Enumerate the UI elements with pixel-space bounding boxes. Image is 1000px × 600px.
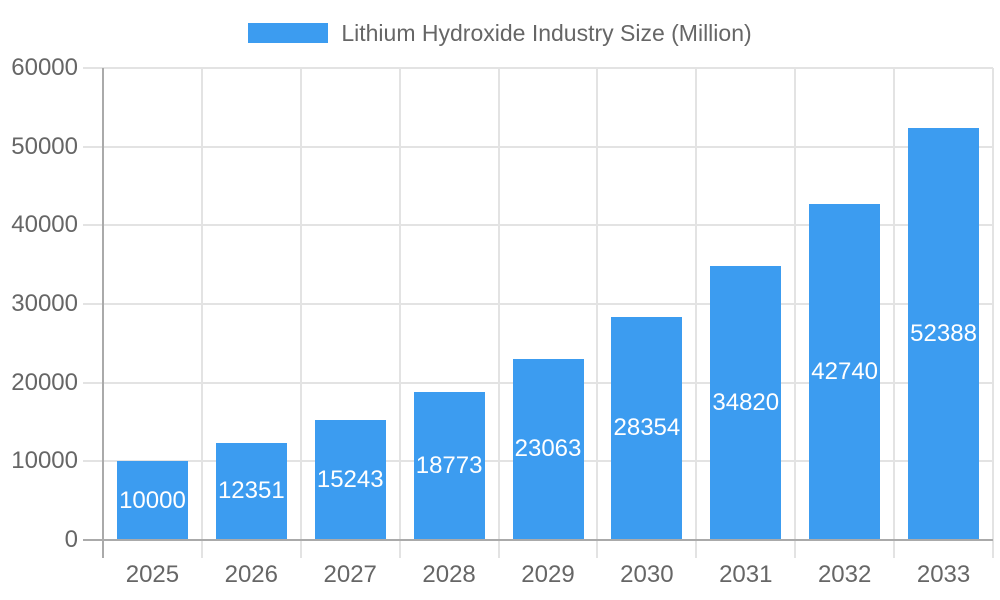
h-gridline: [83, 224, 993, 227]
x-axis-tick-label: 2026: [224, 561, 278, 588]
bar[interactable]: 15243: [314, 420, 386, 540]
x-axis-tick-label: 2032: [817, 561, 872, 588]
bar-value-label: 42740: [811, 357, 879, 385]
x-axis-tick-label: 2030: [620, 561, 674, 588]
x-axis-tick-label: 2031: [719, 561, 773, 588]
bar-value-label: 18773: [415, 452, 483, 480]
v-gridline: [398, 68, 401, 558]
x-axis-tick-label: 2029: [521, 561, 575, 588]
x-axis-tick-label: 2025: [125, 561, 180, 588]
bar-value-label: 23063: [514, 435, 582, 463]
y-axis-tick-label: 10000: [11, 447, 78, 475]
v-gridline: [596, 68, 599, 558]
bar-value-label: 10000: [119, 486, 186, 514]
bar-value-label: 52388: [910, 319, 977, 347]
y-axis-tick-label: 20000: [11, 368, 78, 396]
y-axis-tick-label: 30000: [11, 290, 78, 317]
x-axis-line: [83, 539, 993, 541]
bar-value-label: 34820: [712, 389, 780, 417]
v-gridline: [794, 68, 797, 558]
v-gridline: [992, 68, 994, 558]
bar-value-label: 15243: [316, 466, 384, 494]
v-gridline: [200, 68, 203, 558]
legend-swatch-icon: [248, 23, 329, 43]
bar[interactable]: 10000: [116, 461, 188, 540]
y-axis-line: [102, 68, 104, 558]
bar[interactable]: 28354: [611, 316, 683, 540]
y-axis-tick-label: 60000: [11, 54, 78, 81]
legend: Lithium Hydroxide Industry Size (Million…: [0, 0, 1000, 66]
bar[interactable]: 52388: [908, 127, 980, 540]
bar[interactable]: 12351: [215, 442, 287, 540]
bar-value-label: 12351: [217, 477, 285, 505]
v-gridline: [497, 68, 500, 558]
x-axis-tick-label: 2027: [323, 561, 377, 588]
v-gridline: [695, 68, 698, 558]
y-axis-tick-label: 50000: [11, 132, 78, 160]
h-gridline: [83, 303, 993, 305]
v-gridline: [299, 68, 302, 558]
bar[interactable]: 18773: [413, 392, 485, 540]
legend-item[interactable]: Lithium Hydroxide Industry Size (Million…: [248, 19, 752, 47]
bar-value-label: 28354: [613, 414, 681, 442]
x-axis-tick-label: 2033: [916, 561, 971, 588]
h-gridline: [83, 67, 993, 69]
bar[interactable]: 23063: [512, 358, 584, 540]
y-axis-tick-label: 40000: [11, 211, 78, 239]
h-gridline: [83, 145, 993, 148]
x-axis-tick-label: 2028: [422, 561, 476, 588]
y-axis-tick-label: 0: [64, 526, 78, 553]
bar[interactable]: 34820: [710, 266, 782, 540]
legend-label: Lithium Hydroxide Industry Size (Million…: [341, 19, 752, 46]
v-gridline: [893, 68, 896, 558]
bar[interactable]: 42740: [809, 203, 881, 540]
